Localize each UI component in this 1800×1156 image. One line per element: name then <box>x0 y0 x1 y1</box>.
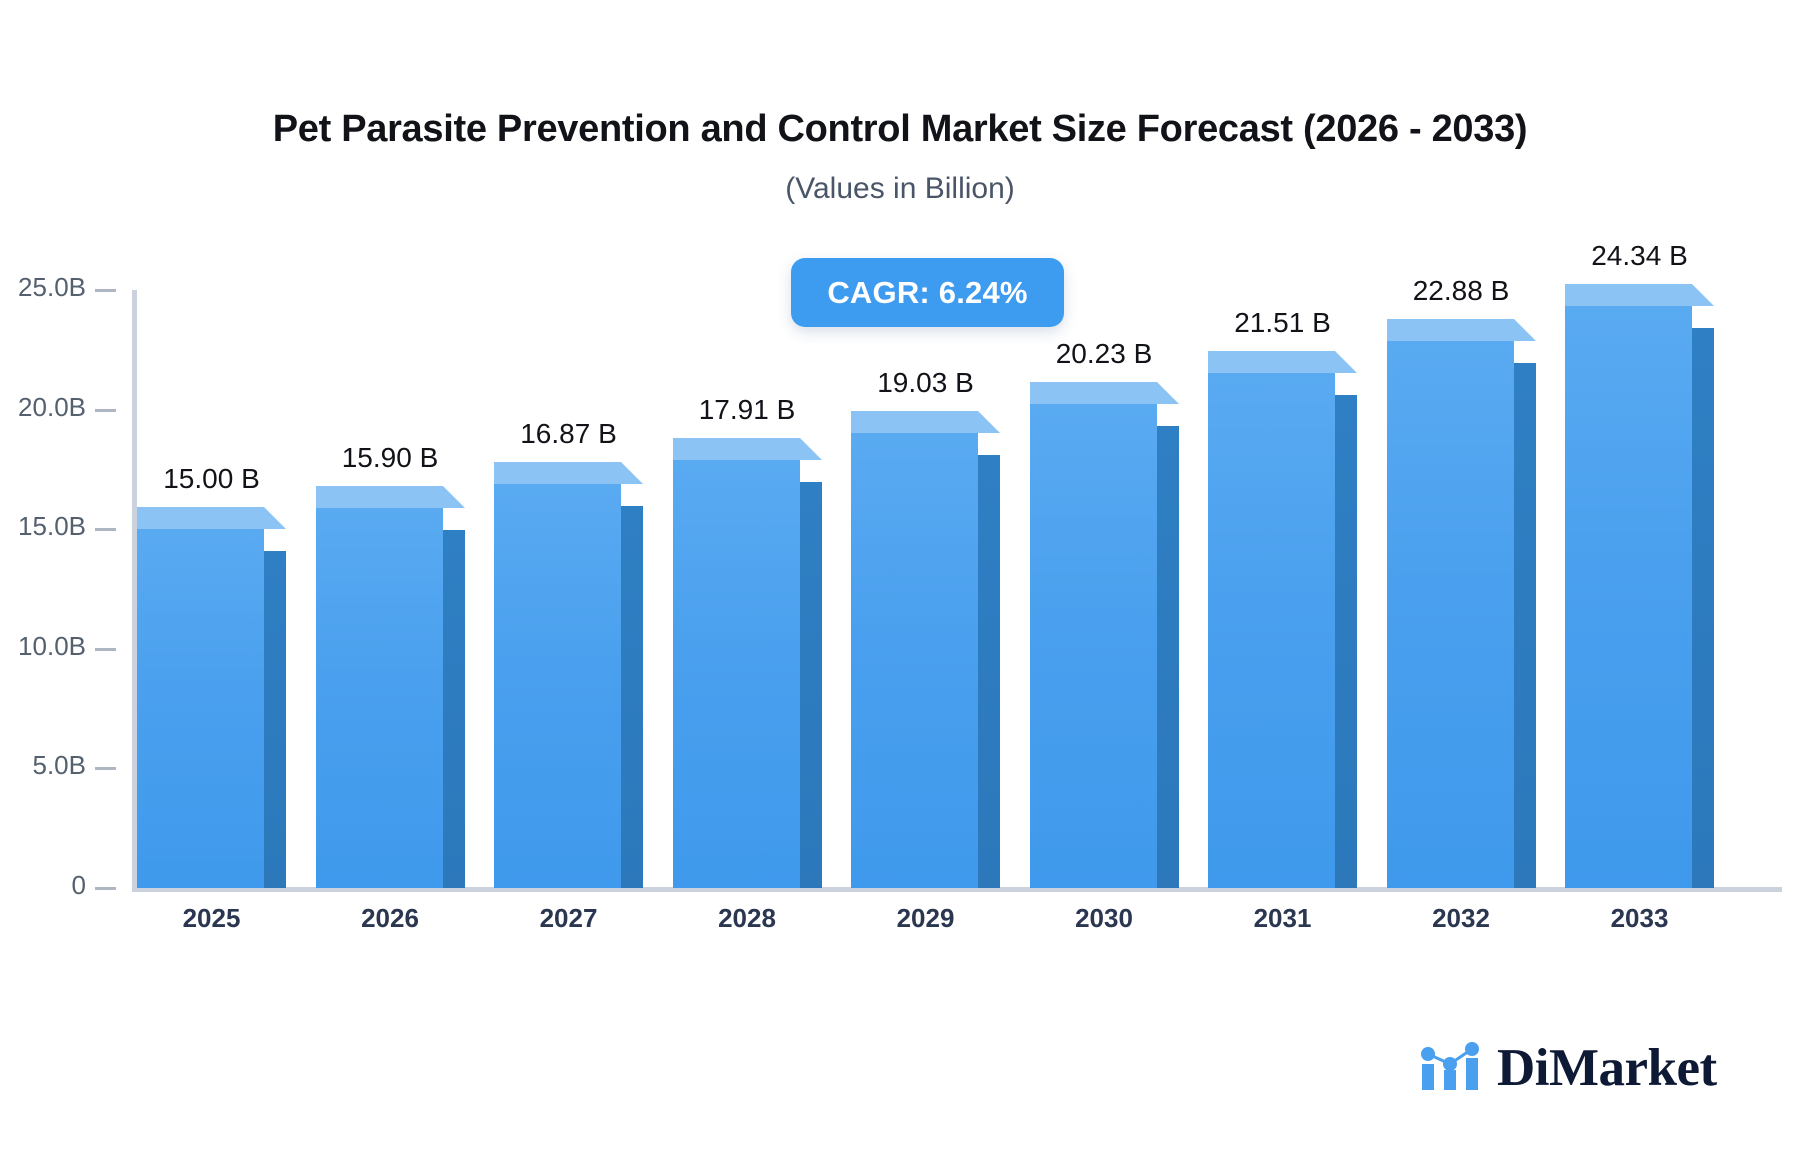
bar <box>672 437 822 888</box>
bar-value-label: 15.90 B <box>341 441 439 473</box>
bar <box>1208 351 1357 888</box>
bar-side-face <box>442 529 465 888</box>
bar-front-face <box>1208 373 1335 888</box>
bar-side-face <box>1692 327 1714 888</box>
y-axis-tick-label: 0 <box>71 870 86 900</box>
bar-side-face <box>978 454 1000 888</box>
x-axis-tick-label: 2031 <box>1253 903 1312 933</box>
bar <box>1386 318 1536 888</box>
x-axis-tick-label: 2027 <box>539 903 598 933</box>
bar-side-face <box>799 481 822 888</box>
x-axis-line <box>132 887 1782 892</box>
bar <box>315 485 465 888</box>
bar-front-face <box>494 484 621 888</box>
bar <box>1029 382 1179 888</box>
x-axis-tick-label: 2026 <box>361 903 419 933</box>
bar-front-face <box>672 459 800 888</box>
bar-front-face <box>1565 305 1692 888</box>
bar-front-face <box>1386 340 1514 888</box>
bar-front-face <box>1029 404 1157 888</box>
x-axis-tick-label: 2025 <box>182 903 241 933</box>
x-axis-tick-label: 2030 <box>1075 903 1133 933</box>
y-axis-tick-mark <box>95 289 116 292</box>
bar <box>851 410 1000 888</box>
bar <box>137 507 286 888</box>
bar-front-face <box>851 432 978 888</box>
bar-front-face <box>137 529 264 888</box>
y-axis-tick-label: 15.0B <box>18 511 86 542</box>
bar-value-label: 21.51 B <box>1234 307 1331 339</box>
bar-value-label: 19.03 B <box>877 366 974 398</box>
bar-top-face <box>137 507 286 530</box>
bar-top-face <box>1208 351 1357 374</box>
bar-side-face <box>621 506 643 888</box>
bar-side-face <box>264 551 286 888</box>
bar-top-face <box>1029 382 1179 405</box>
chart-subtitle: (Values in Billion) <box>785 172 1015 205</box>
bar-value-label: 24.34 B <box>1591 239 1688 271</box>
bar-side-face <box>1513 362 1536 888</box>
bar <box>494 462 643 888</box>
y-axis-tick-mark <box>95 887 116 890</box>
bar-value-label: 17.91 B <box>698 393 796 425</box>
y-axis-tick-mark <box>95 767 116 771</box>
y-axis-tick-label: 10.0B <box>18 630 86 661</box>
cagr-badge: CAGR: 6.24% <box>791 258 1064 327</box>
y-axis-line <box>132 290 137 889</box>
logo-text: DiMarket <box>1497 1039 1717 1097</box>
y-axis-tick-mark <box>95 408 116 412</box>
x-axis-tick-label: 2032 <box>1432 903 1490 933</box>
bar-value-label: 16.87 B <box>520 418 617 450</box>
bar-top-face <box>494 462 643 485</box>
bar-chart-icon <box>1419 1040 1481 1097</box>
bar-side-face <box>1335 395 1357 888</box>
y-axis-tick-mark <box>95 647 116 651</box>
bar-top-face <box>315 485 465 508</box>
page-title: Pet Parasite Prevention and Control Mark… <box>272 108 1528 150</box>
bar <box>1565 283 1714 888</box>
y-axis-tick-label: 5.0B <box>32 750 87 781</box>
y-axis-tick-mark <box>95 528 116 532</box>
bar-value-label: 15.00 B <box>163 463 260 495</box>
bar-value-label: 20.23 B <box>1055 338 1153 370</box>
x-axis-tick-label: 2029 <box>896 903 955 933</box>
y-axis-tick-label: 20.0B <box>18 391 86 422</box>
x-axis-tick-label: 2028 <box>718 903 776 933</box>
bar-front-face <box>315 507 443 888</box>
y-axis-tick-label: 25.0B <box>18 272 86 302</box>
bar-top-face <box>851 410 1000 433</box>
bar-top-face <box>1565 283 1714 306</box>
x-axis-tick-label: 2033 <box>1610 903 1669 933</box>
bar-top-face <box>672 437 822 460</box>
bar-value-label: 22.88 B <box>1412 274 1510 306</box>
bar-top-face <box>1386 318 1536 341</box>
brand-logo: DiMarket <box>1419 1040 1717 1097</box>
bar-side-face <box>1156 426 1179 888</box>
